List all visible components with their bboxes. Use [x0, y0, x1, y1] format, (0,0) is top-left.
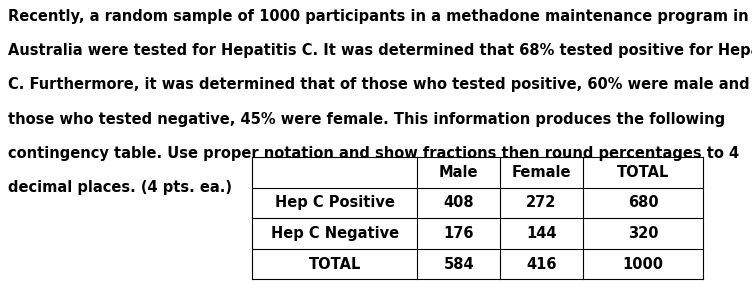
Text: 1000: 1000: [623, 257, 663, 272]
Text: Australia were tested for Hepatitis C. It was determined that 68% tested positiv: Australia were tested for Hepatitis C. I…: [8, 43, 752, 58]
Text: C. Furthermore, it was determined that of those who tested positive, 60% were ma: C. Furthermore, it was determined that o…: [8, 77, 752, 93]
Text: 320: 320: [628, 226, 658, 241]
Text: 416: 416: [526, 257, 556, 272]
Text: Recently, a random sample of 1000 participants in a methadone maintenance progra: Recently, a random sample of 1000 partic…: [8, 9, 748, 24]
Text: decimal places. (4 pts. ea.): decimal places. (4 pts. ea.): [8, 180, 232, 196]
Text: Hep C Positive: Hep C Positive: [274, 196, 395, 210]
Text: contingency table. Use proper notation and show fractions then round percentages: contingency table. Use proper notation a…: [8, 146, 738, 161]
Text: TOTAL: TOTAL: [617, 165, 669, 180]
Text: TOTAL: TOTAL: [308, 257, 361, 272]
Text: Hep C Negative: Hep C Negative: [271, 226, 399, 241]
Text: 144: 144: [526, 226, 556, 241]
Text: 680: 680: [628, 196, 658, 210]
Text: 176: 176: [444, 226, 474, 241]
Text: those who tested negative, 45% were female. This information produces the follow: those who tested negative, 45% were fema…: [8, 112, 725, 127]
Text: 408: 408: [444, 196, 474, 210]
Text: Male: Male: [439, 165, 478, 180]
Text: Female: Female: [511, 165, 572, 180]
Text: 584: 584: [444, 257, 474, 272]
Text: 272: 272: [526, 196, 556, 210]
